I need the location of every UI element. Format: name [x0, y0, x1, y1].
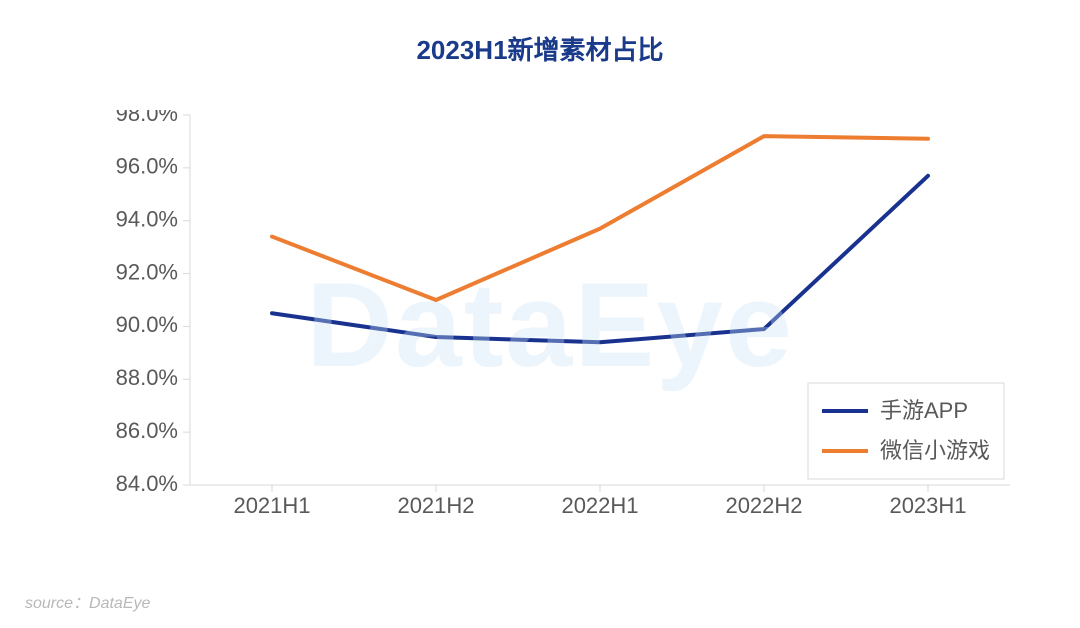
x-tick-label: 2021H1	[233, 493, 310, 518]
x-tick-label: 2022H1	[561, 493, 638, 518]
y-tick-label: 84.0%	[116, 471, 178, 496]
y-tick-label: 90.0%	[116, 312, 178, 337]
source-label: source：DataEye	[25, 589, 150, 613]
y-tick-label: 92.0%	[116, 259, 178, 284]
series-line	[272, 136, 928, 300]
legend-label: 手游APP	[880, 398, 968, 423]
chart-title: 2023H1新增素材占比	[0, 30, 1080, 67]
y-tick-label: 86.0%	[116, 418, 178, 443]
legend-label: 微信小游戏	[880, 438, 990, 463]
x-tick-label: 2023H1	[889, 493, 966, 518]
y-tick-label: 98.0%	[116, 110, 178, 126]
series-line	[272, 176, 928, 343]
y-tick-label: 96.0%	[116, 154, 178, 179]
line-chart-svg: 84.0% 86.0% 88.0% 90.0% 92.0% 94.0% 96.0% 98.0%…	[80, 110, 1020, 540]
x-tick-label: 2021H2	[397, 493, 474, 518]
y-tick-label: 94.0%	[116, 207, 178, 232]
y-tick-label: 88.0%	[116, 365, 178, 390]
x-tick-label: 2022H2	[725, 493, 802, 518]
chart-area: DataEye 84.0%86.0%88.0%90.0%92.0%94.0%96…	[80, 110, 1020, 540]
